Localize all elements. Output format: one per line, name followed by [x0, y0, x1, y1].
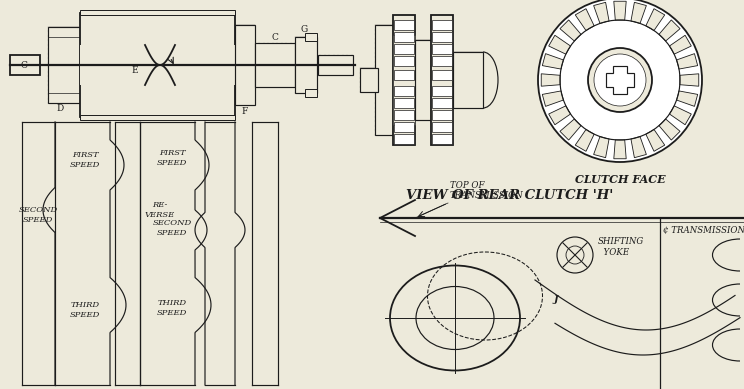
Polygon shape	[560, 119, 581, 140]
Bar	[375, 25, 393, 135]
Bar	[432, 110, 452, 120]
Bar	[432, 122, 452, 132]
Polygon shape	[594, 2, 609, 23]
Polygon shape	[541, 74, 560, 86]
Polygon shape	[676, 91, 698, 106]
Polygon shape	[606, 66, 634, 94]
Bar	[432, 56, 452, 66]
Polygon shape	[614, 1, 626, 20]
Bar	[432, 86, 452, 96]
Bar	[432, 70, 452, 80]
Bar	[393, 15, 415, 145]
Polygon shape	[670, 106, 691, 125]
Bar	[453, 52, 483, 108]
Bar	[80, 115, 235, 120]
Text: J: J	[554, 296, 558, 305]
Bar	[80, 13, 235, 117]
Polygon shape	[631, 137, 647, 158]
Bar	[394, 134, 414, 144]
Bar	[432, 134, 452, 144]
Text: G: G	[301, 25, 307, 33]
Bar	[431, 15, 453, 145]
Polygon shape	[670, 35, 691, 54]
Polygon shape	[659, 20, 680, 41]
Polygon shape	[680, 74, 699, 86]
Text: C: C	[21, 61, 28, 70]
Bar	[394, 32, 414, 42]
Bar	[295, 37, 317, 93]
Text: E: E	[132, 65, 138, 75]
Bar	[432, 20, 452, 30]
Bar	[360, 68, 378, 92]
Bar	[394, 20, 414, 30]
Bar	[318, 55, 353, 75]
Polygon shape	[594, 137, 609, 158]
Bar	[394, 56, 414, 66]
Bar	[255, 43, 295, 87]
Polygon shape	[614, 140, 626, 159]
Text: SHIFTING
  YOKE: SHIFTING YOKE	[598, 237, 644, 257]
Circle shape	[538, 0, 702, 162]
Bar	[394, 70, 414, 80]
Text: FIRST
SPEED: FIRST SPEED	[157, 149, 187, 166]
Text: SECOND
SPEED: SECOND SPEED	[19, 207, 57, 224]
Bar	[393, 35, 415, 125]
Text: VIEW OF REAR CLUTCH 'H': VIEW OF REAR CLUTCH 'H'	[406, 189, 614, 202]
Polygon shape	[646, 130, 664, 151]
Polygon shape	[542, 91, 563, 106]
Polygon shape	[631, 2, 647, 23]
Circle shape	[594, 54, 646, 106]
Text: C: C	[272, 33, 278, 42]
Polygon shape	[646, 9, 664, 31]
Text: THIRD
SPEED: THIRD SPEED	[70, 301, 100, 319]
Bar	[432, 44, 452, 54]
Polygon shape	[575, 130, 594, 151]
Bar	[394, 86, 414, 96]
Text: D: D	[57, 103, 64, 112]
Bar	[80, 10, 235, 15]
Bar	[394, 98, 414, 108]
Polygon shape	[548, 35, 571, 54]
Text: ¢ TRANSMISSION: ¢ TRANSMISSION	[663, 226, 744, 235]
Text: CLUTCH FACE: CLUTCH FACE	[574, 174, 665, 185]
Bar	[305, 89, 317, 97]
Polygon shape	[575, 9, 594, 31]
Text: TOP OF
TRANSMISSION: TOP OF TRANSMISSION	[450, 180, 524, 200]
Text: THIRD
SPEED: THIRD SPEED	[157, 300, 187, 317]
Bar	[80, 45, 235, 85]
Bar	[394, 44, 414, 54]
Polygon shape	[659, 119, 680, 140]
Bar	[432, 32, 452, 42]
Bar	[394, 110, 414, 120]
Bar	[394, 122, 414, 132]
Polygon shape	[548, 106, 571, 125]
Bar	[235, 25, 255, 105]
Polygon shape	[676, 54, 698, 69]
Text: SECOND
SPEED: SECOND SPEED	[153, 219, 192, 237]
Polygon shape	[560, 20, 581, 41]
Text: FIRST
SPEED: FIRST SPEED	[70, 151, 100, 168]
Bar	[432, 98, 452, 108]
Bar	[305, 33, 317, 41]
Bar	[415, 40, 431, 120]
Bar	[10, 55, 40, 75]
Text: F: F	[242, 107, 248, 116]
Bar	[48, 27, 80, 103]
Circle shape	[588, 48, 652, 112]
Text: RE-
VERSE: RE- VERSE	[145, 202, 175, 219]
Polygon shape	[542, 54, 563, 69]
